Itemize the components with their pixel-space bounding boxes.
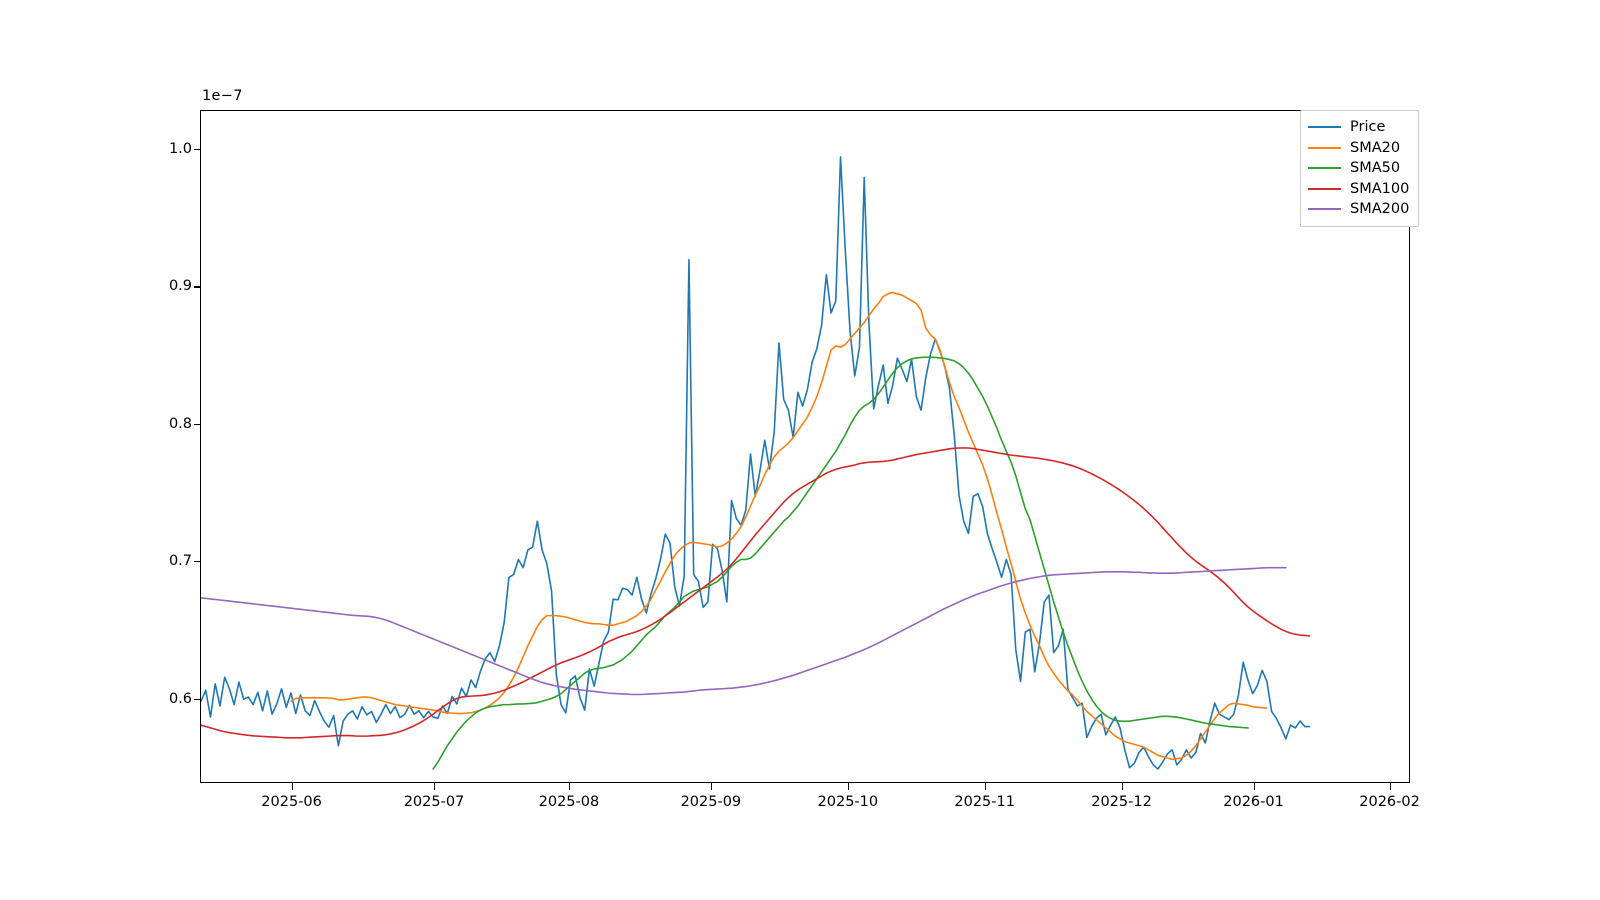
legend-color-swatch	[1308, 126, 1341, 129]
x-tick-label: 2025-10	[817, 794, 879, 810]
x-tick-mark	[1121, 783, 1123, 790]
x-tick-mark	[291, 783, 293, 790]
x-tick-label: 2026-01	[1223, 794, 1284, 810]
x-tick-label: 2026-02	[1359, 794, 1420, 810]
plot-area	[200, 110, 1410, 783]
x-tick-label: 2025-11	[954, 794, 1015, 810]
y-tick-mark	[193, 698, 201, 700]
y-axis-offset-text: 1e−7	[202, 88, 243, 104]
y-tick-mark	[193, 561, 201, 563]
series-line-sma20	[291, 292, 1267, 759]
x-tick-label: 2025-12	[1091, 794, 1152, 810]
series-line-sma100	[201, 448, 1310, 738]
y-tick-label: 0.6	[168, 690, 192, 707]
legend-item-sma50[interactable]: SMA50	[1308, 158, 1409, 179]
y-tick-label: 0.9	[168, 278, 192, 295]
y-axis-tick-labels: 0.6 0.7 0.8 0.9 1.0	[140, 110, 192, 783]
x-tick-mark	[1253, 783, 1255, 790]
x-tick-mark	[434, 783, 436, 790]
legend-label: SMA100	[1350, 180, 1410, 197]
x-tick-mark	[568, 783, 571, 790]
x-tick-mark	[710, 783, 712, 790]
series-line-sma50	[433, 357, 1248, 769]
y-tick-mark	[193, 149, 201, 151]
legend-label: Price	[1350, 119, 1386, 135]
legend-label: SMA200	[1350, 201, 1410, 217]
y-tick-mark	[193, 286, 201, 288]
x-tick-label: 2025-09	[680, 794, 742, 810]
y-tick-label: 0.7	[168, 553, 192, 570]
y-tick-label: 0.8	[168, 415, 192, 432]
x-tick-label: 2025-06	[261, 794, 322, 810]
legend-color-swatch	[1308, 146, 1341, 149]
x-tick-mark	[984, 783, 986, 790]
x-tick-mark	[847, 783, 849, 790]
series-line-price	[201, 157, 1310, 769]
x-axis-tick-labels: 2025-06 2025-07 2025-08 2025-09 2025-10 2025-…	[200, 783, 1420, 823]
legend-color-swatch	[1308, 167, 1341, 170]
chart-legend: Price SMA20 SMA50 SMA100 SMA200	[1300, 110, 1420, 227]
x-tick-label: 2025-07	[403, 794, 465, 810]
series-canvas	[201, 111, 1409, 782]
legend-color-swatch	[1308, 187, 1341, 190]
legend-item-sma20[interactable]: SMA20	[1308, 138, 1409, 159]
legend-color-swatch	[1308, 208, 1341, 211]
legend-item-sma100[interactable]: SMA100	[1308, 179, 1409, 200]
y-tick-label: 1.0	[168, 141, 192, 158]
x-tick-mark	[1389, 783, 1391, 790]
legend-label: SMA50	[1350, 160, 1401, 176]
x-tick-label: 2025-08	[538, 794, 600, 810]
legend-label: SMA20	[1350, 139, 1401, 156]
legend-item-price[interactable]: Price	[1308, 117, 1409, 138]
legend-item-sma200[interactable]: SMA200	[1308, 199, 1409, 220]
y-tick-mark	[193, 423, 201, 425]
series-line-sma200	[201, 568, 1286, 695]
